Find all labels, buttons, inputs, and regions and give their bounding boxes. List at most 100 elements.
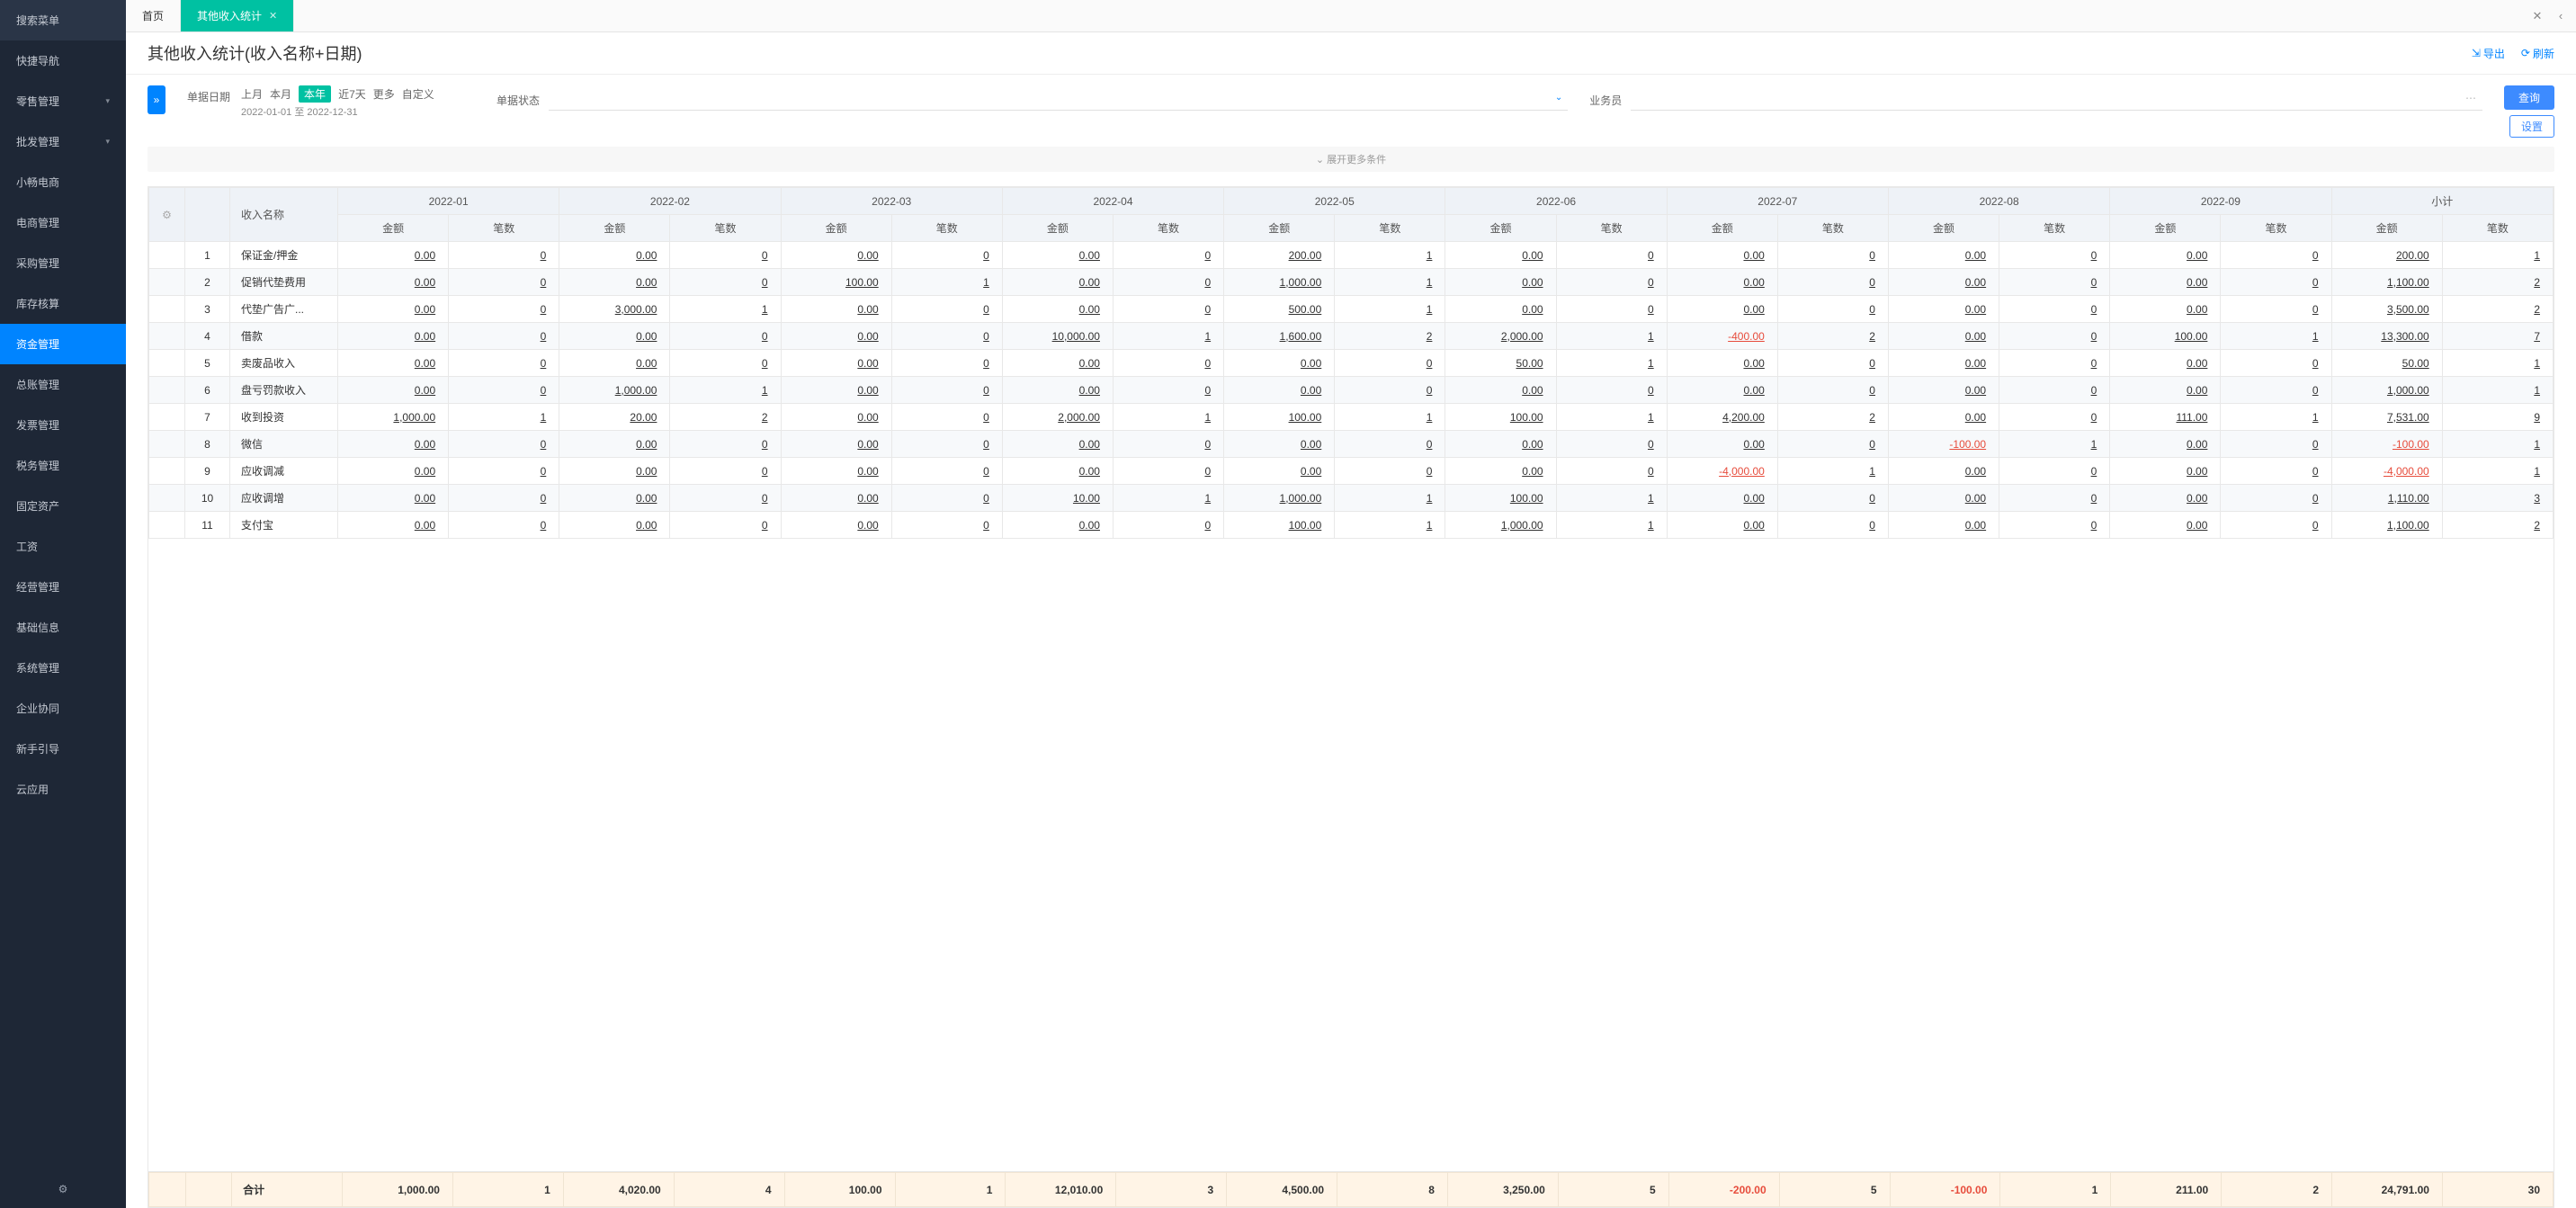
count-link[interactable]: 1 bbox=[2091, 438, 2097, 451]
count-link[interactable]: 0 bbox=[2091, 330, 2097, 343]
amount-link[interactable]: 0.00 bbox=[1965, 330, 1986, 343]
sidebar-item[interactable]: 新手引导 bbox=[0, 729, 126, 769]
date-preset[interactable]: 更多 bbox=[373, 86, 395, 102]
amount-link[interactable]: 0.00 bbox=[1079, 303, 1100, 316]
count-link[interactable]: 0 bbox=[1204, 465, 1211, 478]
count-link[interactable]: 0 bbox=[541, 465, 547, 478]
amount-link[interactable]: 0.00 bbox=[1522, 465, 1543, 478]
count-link[interactable]: 0 bbox=[983, 384, 989, 397]
amount-link[interactable]: 0.00 bbox=[1079, 249, 1100, 262]
amount-link[interactable]: -400.00 bbox=[1728, 330, 1765, 343]
count-link[interactable]: 0 bbox=[1869, 249, 1875, 262]
count-link[interactable]: 0 bbox=[983, 438, 989, 451]
count-link[interactable]: 0 bbox=[1648, 438, 1654, 451]
count-link[interactable]: 0 bbox=[983, 492, 989, 505]
amount-link[interactable]: 2,000.00 bbox=[1058, 411, 1100, 424]
amount-link[interactable]: 0.00 bbox=[1743, 276, 1764, 289]
amount-link[interactable]: 0.00 bbox=[636, 492, 657, 505]
amount-link[interactable]: 500.00 bbox=[1289, 303, 1322, 316]
collapse-filter-handle[interactable]: » bbox=[148, 85, 165, 114]
tab[interactable]: 首页 bbox=[126, 0, 181, 31]
count-link[interactable]: 0 bbox=[983, 411, 989, 424]
amount-link[interactable]: 0.00 bbox=[636, 330, 657, 343]
count-link[interactable]: 0 bbox=[1648, 276, 1654, 289]
count-link[interactable]: 0 bbox=[983, 519, 989, 532]
amount-link[interactable]: 50.00 bbox=[2402, 357, 2429, 370]
count-link[interactable]: 2 bbox=[2534, 276, 2540, 289]
amount-link[interactable]: 0.00 bbox=[2187, 276, 2207, 289]
sidebar-item[interactable]: 云应用 bbox=[0, 769, 126, 810]
count-link[interactable]: 0 bbox=[762, 276, 768, 289]
amount-link[interactable]: 0.00 bbox=[1079, 519, 1100, 532]
amount-link[interactable]: 50.00 bbox=[1516, 357, 1543, 370]
amount-link[interactable]: 0.00 bbox=[1743, 519, 1764, 532]
amount-link[interactable]: 0.00 bbox=[1079, 357, 1100, 370]
count-link[interactable]: 0 bbox=[541, 276, 547, 289]
count-link[interactable]: 0 bbox=[1204, 303, 1211, 316]
expand-more-conditions[interactable]: ⌄ 展开更多条件 bbox=[148, 147, 2554, 172]
count-link[interactable]: 2 bbox=[2534, 303, 2540, 316]
count-link[interactable]: 0 bbox=[1427, 438, 1433, 451]
count-link[interactable]: 0 bbox=[1204, 438, 1211, 451]
date-preset[interactable]: 近7天 bbox=[338, 86, 366, 102]
amount-link[interactable]: 3,500.00 bbox=[2387, 303, 2429, 316]
count-link[interactable]: 0 bbox=[2091, 465, 2097, 478]
count-link[interactable]: 0 bbox=[2091, 303, 2097, 316]
count-link[interactable]: 0 bbox=[762, 519, 768, 532]
amount-link[interactable]: 200.00 bbox=[2396, 249, 2429, 262]
amount-link[interactable]: -4,000.00 bbox=[2384, 465, 2429, 478]
count-link[interactable]: 1 bbox=[1427, 492, 1433, 505]
amount-link[interactable]: 0.00 bbox=[415, 465, 435, 478]
count-link[interactable]: 0 bbox=[541, 330, 547, 343]
amount-link[interactable]: 1,100.00 bbox=[2387, 276, 2429, 289]
refresh-button[interactable]: ⟳刷新 bbox=[2521, 46, 2554, 61]
count-link[interactable]: 0 bbox=[1648, 384, 1654, 397]
count-link[interactable]: 1 bbox=[762, 303, 768, 316]
count-link[interactable]: 1 bbox=[1204, 330, 1211, 343]
count-link[interactable]: 1 bbox=[762, 384, 768, 397]
count-link[interactable]: 0 bbox=[1427, 384, 1433, 397]
count-link[interactable]: 0 bbox=[983, 330, 989, 343]
date-preset[interactable]: 本月 bbox=[270, 86, 291, 102]
count-link[interactable]: 0 bbox=[762, 492, 768, 505]
amount-link[interactable]: -100.00 bbox=[2393, 438, 2429, 451]
amount-link[interactable]: 0.00 bbox=[415, 276, 435, 289]
amount-link[interactable]: 0.00 bbox=[2187, 492, 2207, 505]
amount-link[interactable]: 1,000.00 bbox=[1280, 492, 1322, 505]
amount-link[interactable]: 0.00 bbox=[2187, 357, 2207, 370]
amount-link[interactable]: 0.00 bbox=[1965, 249, 1986, 262]
amount-link[interactable]: 1,100.00 bbox=[2387, 519, 2429, 532]
count-link[interactable]: 2 bbox=[1427, 330, 1433, 343]
amount-link[interactable]: 1,000.00 bbox=[1280, 276, 1322, 289]
count-link[interactable]: 0 bbox=[983, 357, 989, 370]
count-link[interactable]: 0 bbox=[2091, 357, 2097, 370]
sidebar-item[interactable]: 采购管理 bbox=[0, 243, 126, 283]
amount-link[interactable]: 0.00 bbox=[1965, 303, 1986, 316]
sidebar-item[interactable]: 零售管理▾ bbox=[0, 81, 126, 121]
count-link[interactable]: 0 bbox=[2312, 303, 2319, 316]
count-link[interactable]: 0 bbox=[1204, 276, 1211, 289]
amount-link[interactable]: 0.00 bbox=[1743, 438, 1764, 451]
amount-link[interactable]: 2,000.00 bbox=[1501, 330, 1543, 343]
count-link[interactable]: 0 bbox=[1648, 303, 1654, 316]
count-link[interactable]: 7 bbox=[2534, 330, 2540, 343]
amount-link[interactable]: 100.00 bbox=[1510, 492, 1543, 505]
sidebar-item[interactable]: 系统管理 bbox=[0, 648, 126, 688]
amount-link[interactable]: 0.00 bbox=[1965, 384, 1986, 397]
count-link[interactable]: 0 bbox=[2091, 492, 2097, 505]
count-link[interactable]: 0 bbox=[983, 249, 989, 262]
amount-link[interactable]: 0.00 bbox=[1965, 465, 1986, 478]
amount-link[interactable]: 0.00 bbox=[2187, 303, 2207, 316]
count-link[interactable]: 0 bbox=[1869, 519, 1875, 532]
count-link[interactable]: 0 bbox=[1427, 357, 1433, 370]
amount-link[interactable]: 0.00 bbox=[1965, 492, 1986, 505]
amount-link[interactable]: 0.00 bbox=[1079, 438, 1100, 451]
count-link[interactable]: 1 bbox=[2312, 411, 2319, 424]
count-link[interactable]: 0 bbox=[2312, 465, 2319, 478]
amount-link[interactable]: 0.00 bbox=[857, 411, 878, 424]
export-button[interactable]: ⇲导出 bbox=[2472, 46, 2505, 61]
amount-link[interactable]: 200.00 bbox=[1289, 249, 1322, 262]
date-preset[interactable]: 自定义 bbox=[402, 86, 434, 102]
count-link[interactable]: 0 bbox=[541, 438, 547, 451]
date-preset[interactable]: 本年 bbox=[299, 85, 331, 103]
